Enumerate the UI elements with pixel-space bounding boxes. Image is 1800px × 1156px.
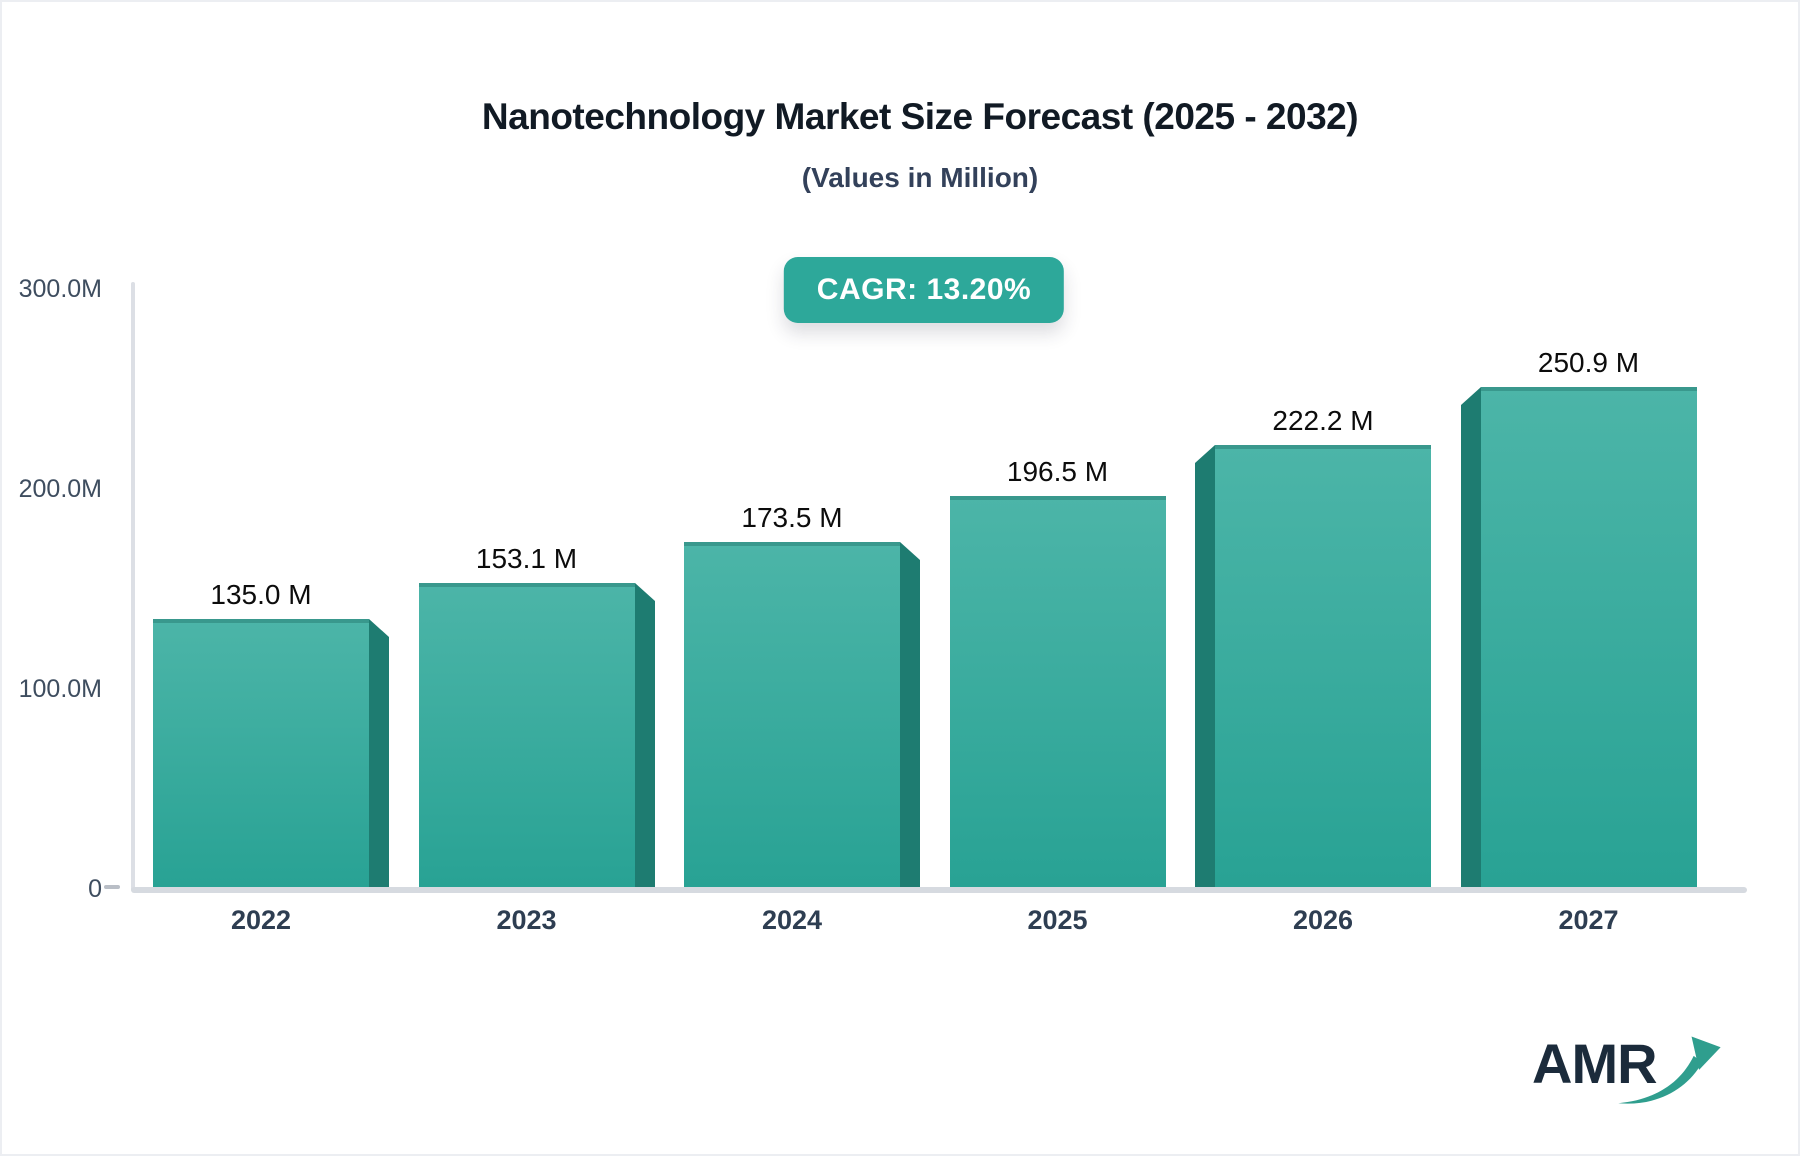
chart-subtitle: (Values in Million) [801, 162, 1039, 193]
bar-2026 [1215, 445, 1431, 889]
y-tick-label: 200.0M [18, 475, 102, 503]
x-axis-label-2024: 2024 [761, 905, 823, 935]
bar-2025 [950, 496, 1166, 889]
bar-side-face [635, 583, 655, 890]
y-axis-line [131, 282, 135, 891]
bar-2023 [419, 583, 635, 889]
bar-top-edge [153, 619, 369, 623]
x-axis-label-2023: 2023 [496, 905, 557, 935]
y-tick-label: 100.0M [18, 675, 102, 703]
bar-top-edge [684, 542, 900, 546]
y-tick-mark [104, 885, 120, 889]
amr-logo: AMR [1532, 1036, 1732, 1126]
bar-top-edge [1481, 387, 1697, 391]
bar-2024 [684, 542, 900, 889]
bar-value-label: 135.0 M [210, 579, 312, 610]
x-axis-label-2027: 2027 [1558, 905, 1619, 935]
amr-logo-text: AMR [1532, 1032, 1658, 1095]
bar-2022 [153, 619, 369, 889]
bar-side-face [1195, 445, 1215, 890]
bar-top-edge [1215, 445, 1431, 449]
bar-value-label: 196.5 M [1006, 456, 1109, 487]
bar-value-label: 250.9 M [1537, 347, 1640, 378]
x-axis-label-2026: 2026 [1292, 905, 1354, 935]
bar-side-face [900, 542, 920, 890]
bar-side-face [369, 619, 389, 890]
x-axis-label-2022: 2022 [230, 905, 292, 935]
chart-title: Nanotechnology Market Size Forecast (202… [481, 96, 1359, 137]
cagr-badge: CAGR: 13.20% [783, 257, 1065, 323]
bar-value-label: 153.1 M [475, 543, 578, 574]
bar-2027 [1481, 387, 1697, 889]
y-tick-label: 300.0M [18, 275, 102, 303]
y-tick-label: 0 [88, 875, 102, 903]
x-axis-line [131, 887, 1747, 893]
x-axis-label-2025: 2025 [1027, 905, 1088, 935]
cagr-badge-label: CAGR: 13.20% [816, 273, 1032, 306]
logo-growth-arrow-icon [1618, 1036, 1721, 1104]
bar-value-label: 222.2 M [1272, 405, 1374, 436]
bar-top-edge [419, 583, 635, 587]
bar-top-edge [950, 496, 1166, 500]
bar-value-label: 173.5 M [741, 502, 843, 533]
bar-side-face [1461, 387, 1481, 890]
